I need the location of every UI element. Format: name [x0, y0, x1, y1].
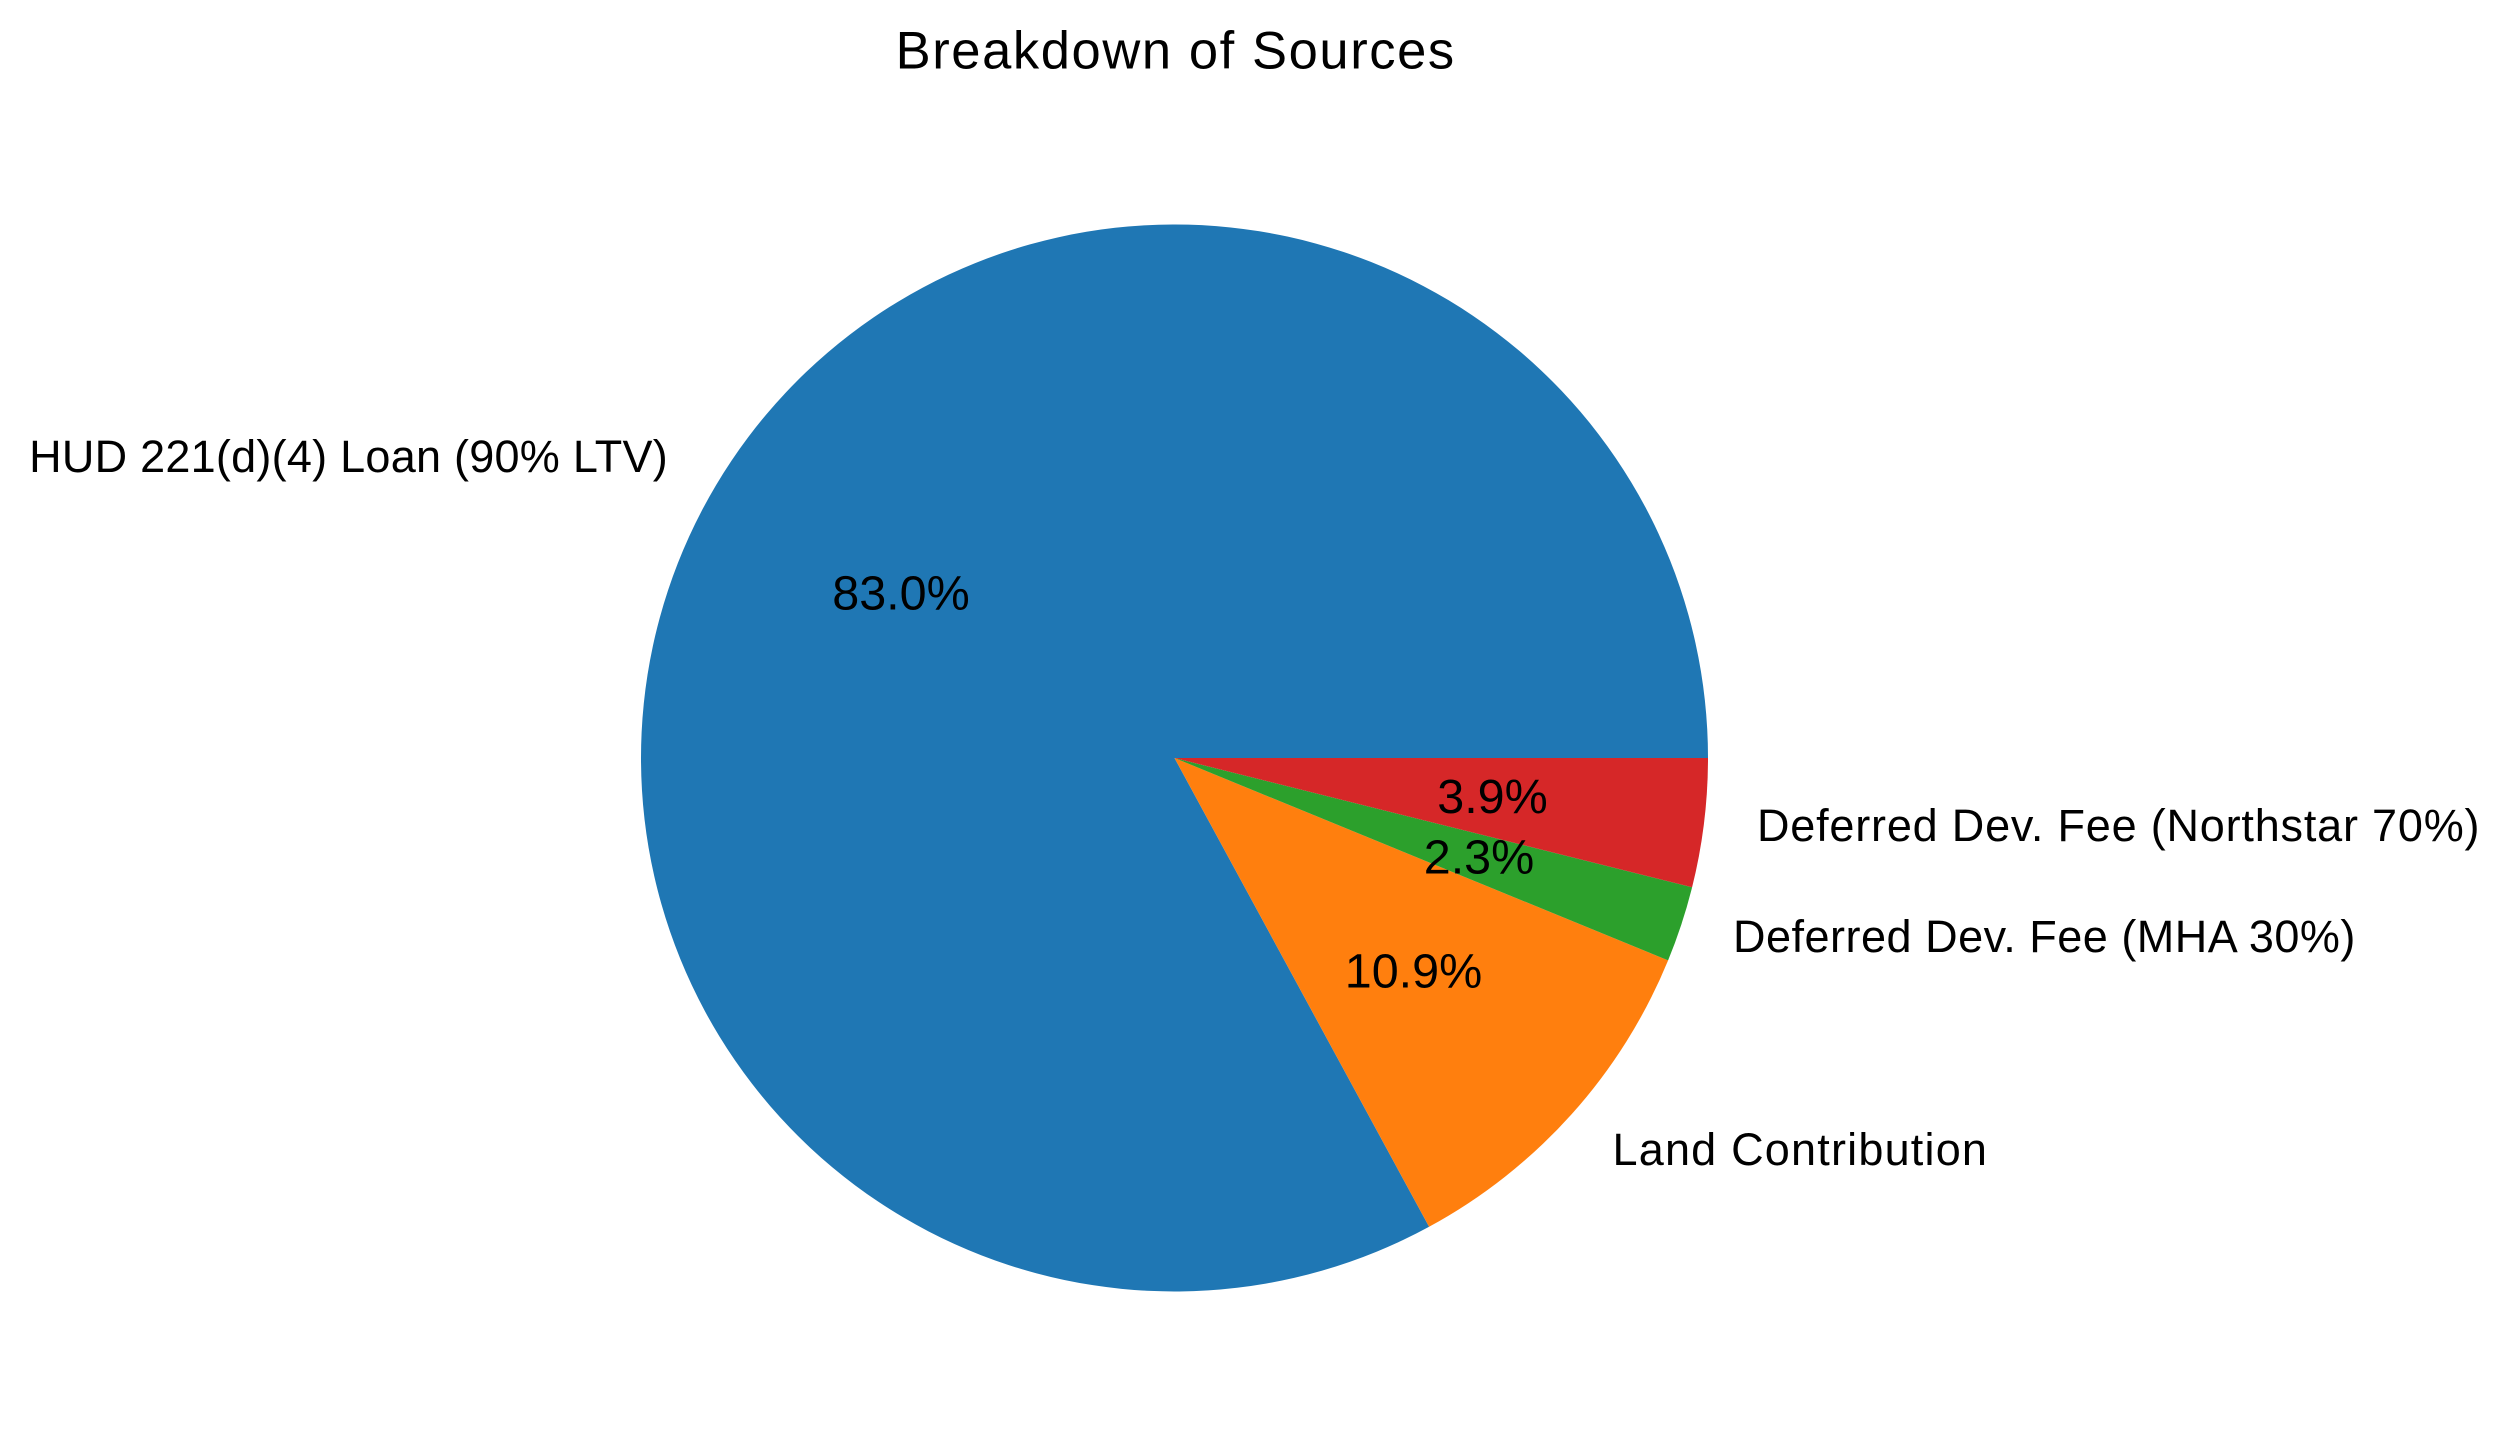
svg-text:Breakdown of Sources: Breakdown of Sources — [896, 22, 1456, 81]
svg-text:HUD 221(d)(4) Loan (90% LTV): HUD 221(d)(4) Loan (90% LTV) — [29, 431, 668, 482]
svg-text:2.3%: 2.3% — [1424, 831, 1535, 885]
svg-text:83.0%: 83.0% — [832, 567, 970, 621]
svg-text:Deferred Dev. Fee (Northstar 7: Deferred Dev. Fee (Northstar 70%) — [1757, 800, 2480, 851]
svg-text:3.9%: 3.9% — [1437, 770, 1548, 824]
svg-text:Deferred Dev. Fee (MHA 30%): Deferred Dev. Fee (MHA 30%) — [1733, 911, 2356, 962]
svg-text:10.9%: 10.9% — [1345, 945, 1483, 999]
svg-text:Land Contribution: Land Contribution — [1613, 1124, 1989, 1175]
